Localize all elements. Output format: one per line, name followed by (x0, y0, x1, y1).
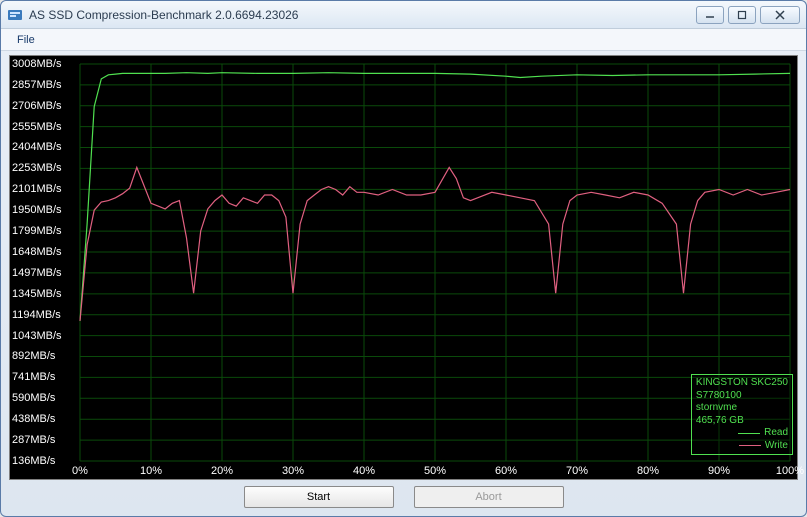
abort-button[interactable]: Abort (414, 486, 564, 508)
x-tick-label: 0% (72, 465, 88, 477)
menu-file[interactable]: File (9, 32, 43, 48)
y-tick-label: 741MB/s (12, 371, 55, 383)
y-tick-label: 590MB/s (12, 392, 55, 404)
legend-driver: stornvme (696, 402, 788, 415)
start-button[interactable]: Start (244, 486, 394, 508)
x-tick-label: 70% (566, 465, 588, 477)
legend-read-label: Read (764, 427, 788, 440)
legend-write-label: Write (765, 440, 788, 453)
maximize-button[interactable] (728, 6, 756, 24)
y-tick-label: 3008MB/s (12, 58, 62, 70)
y-tick-label: 1043MB/s (12, 330, 62, 342)
write-swatch (739, 445, 761, 446)
y-tick-label: 1194MB/s (12, 309, 61, 321)
close-button[interactable] (760, 6, 800, 24)
legend-capacity: 465,76 GB (696, 415, 788, 428)
app-icon (7, 7, 23, 23)
x-tick-label: 10% (140, 465, 162, 477)
y-tick-label: 1799MB/s (12, 225, 62, 237)
y-tick-label: 287MB/s (12, 434, 55, 446)
chart-area: 3008MB/s 2857MB/s 2706MB/s 2555MB/s 2404MB/s… (9, 55, 798, 480)
y-tick-label: 892MB/s (12, 350, 55, 362)
y-tick-label: 2555MB/s (12, 121, 62, 133)
y-tick-label: 2253MB/s (12, 162, 62, 174)
x-tick-label: 50% (424, 465, 446, 477)
legend-serial: S7780100 (696, 390, 788, 403)
x-tick-label: 60% (495, 465, 517, 477)
y-tick-label: 2101MB/s (12, 183, 62, 195)
legend-write: Write (696, 440, 788, 453)
x-tick-label: 90% (708, 465, 730, 477)
app-window: AS SSD Compression-Benchmark 2.0.6694.23… (0, 0, 807, 517)
legend-device: KINGSTON SKC250 (696, 377, 788, 390)
y-tick-label: 1345MB/s (12, 288, 62, 300)
legend-read: Read (696, 427, 788, 440)
titlebar: AS SSD Compression-Benchmark 2.0.6694.23… (1, 1, 806, 29)
x-tick-label: 30% (282, 465, 304, 477)
x-tick-label: 20% (211, 465, 233, 477)
y-tick-label: 2857MB/s (12, 79, 62, 91)
y-tick-label: 1950MB/s (12, 204, 62, 216)
menubar: File (1, 29, 806, 51)
window-title: AS SSD Compression-Benchmark 2.0.6694.23… (29, 8, 696, 22)
y-tick-label: 2706MB/s (12, 100, 62, 112)
window-controls (696, 6, 800, 24)
y-tick-label: 1497MB/s (12, 267, 62, 279)
button-bar: Start Abort (1, 482, 806, 516)
minimize-button[interactable] (696, 6, 724, 24)
x-tick-label: 80% (637, 465, 659, 477)
read-swatch (738, 433, 760, 434)
x-tick-label: 100% (776, 465, 804, 477)
y-tick-label: 2404MB/s (12, 141, 62, 153)
y-tick-label: 136MB/s (12, 455, 55, 467)
y-tick-label: 1648MB/s (12, 246, 62, 258)
benchmark-chart (10, 56, 797, 479)
x-tick-label: 40% (353, 465, 375, 477)
y-tick-label: 438MB/s (12, 413, 55, 425)
legend-box: KINGSTON SKC250 S7780100 stornvme 465,76… (691, 374, 793, 455)
